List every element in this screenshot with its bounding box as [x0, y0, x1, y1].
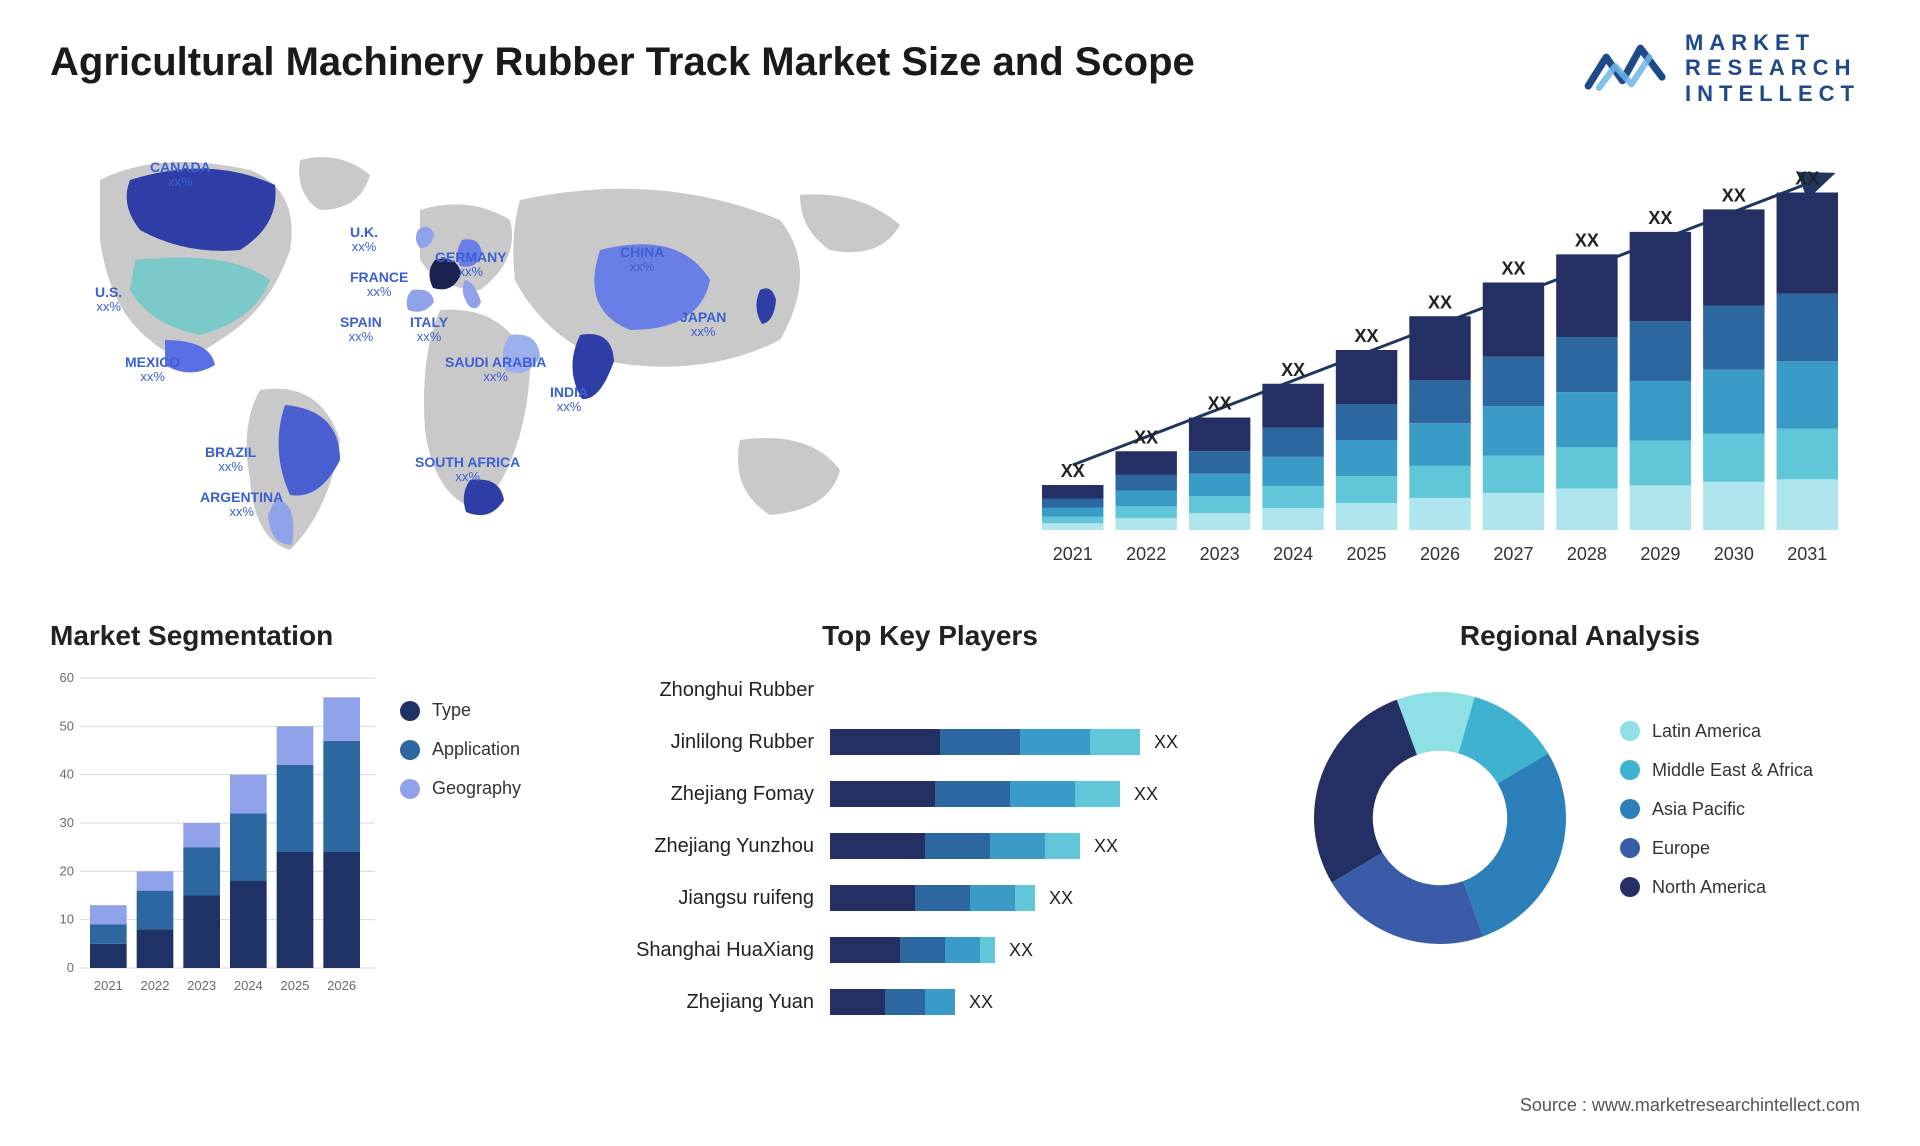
svg-text:XX: XX [1061, 461, 1085, 481]
player-value: XX [1154, 732, 1178, 753]
map-label-south-africa: SOUTH AFRICAxx% [415, 455, 520, 483]
players-title: Top Key Players [620, 620, 1240, 652]
regional-panel: Regional Analysis Latin America Middle Ea… [1290, 620, 1870, 968]
svg-text:2023: 2023 [1200, 544, 1240, 564]
svg-text:2024: 2024 [234, 978, 263, 993]
player-row: Zhonghui Rubber [620, 668, 1240, 712]
regional-legend-item: Middle East & Africa [1620, 760, 1813, 781]
player-value: XX [1049, 888, 1073, 909]
map-label-brazil: BRAZILxx% [205, 445, 256, 473]
player-name: Zhejiang Yuan [620, 991, 830, 1014]
map-label-canada: CANADAxx% [150, 160, 211, 188]
world-map-panel: CANADAxx% U.S.xx% MEXICOxx% BRAZILxx% ARGENT… [40, 140, 940, 570]
player-row: Zhejiang Yuan XX [620, 980, 1240, 1024]
player-row: Zhejiang Fomay XX [620, 772, 1240, 816]
svg-text:2021: 2021 [1053, 544, 1093, 564]
player-row: Shanghai HuaXiang XX [620, 928, 1240, 972]
main-forecast-chart: XX 2021 XX 2022 XX 2023 XX 2024 XX 2025 XX 2026 XX 20… [1030, 140, 1850, 570]
player-name: Zhejiang Yunzhou [620, 835, 830, 858]
svg-text:2025: 2025 [281, 978, 310, 993]
player-value: XX [1134, 784, 1158, 805]
svg-text:2027: 2027 [1493, 544, 1533, 564]
map-label-u-k-: U.K.xx% [350, 225, 378, 253]
brand-logo: MARKET RESEARCH INTELLECT [1581, 30, 1860, 106]
player-name: Jinlilong Rubber [620, 731, 830, 754]
svg-text:50: 50 [60, 718, 74, 733]
logo-line3: INTELLECT [1685, 81, 1860, 106]
player-value: XX [969, 992, 993, 1013]
svg-text:2025: 2025 [1347, 544, 1387, 564]
svg-text:XX: XX [1648, 208, 1672, 228]
player-name: Zhejiang Fomay [620, 783, 830, 806]
svg-text:2028: 2028 [1567, 544, 1607, 564]
map-label-germany: GERMANYxx% [435, 250, 507, 278]
map-label-china: CHINAxx% [620, 245, 664, 273]
svg-text:2022: 2022 [141, 978, 170, 993]
source-attribution: Source : www.marketresearchintellect.com [1520, 1095, 1860, 1116]
svg-text:2026: 2026 [1420, 544, 1460, 564]
segmentation-title: Market Segmentation [50, 620, 590, 652]
svg-text:2031: 2031 [1787, 544, 1827, 564]
map-label-france: FRANCExx% [350, 270, 408, 298]
page-title: Agricultural Machinery Rubber Track Mark… [50, 40, 1195, 85]
svg-text:40: 40 [60, 767, 74, 782]
player-name: Jiangsu ruifeng [620, 887, 830, 910]
svg-text:2026: 2026 [327, 978, 356, 993]
svg-text:10: 10 [60, 912, 74, 927]
logo-mark-icon [1581, 38, 1671, 98]
map-label-saudi-arabia: SAUDI ARABIAxx% [445, 355, 546, 383]
regional-legend-item: Europe [1620, 838, 1813, 859]
seg-legend-type: Type [400, 700, 521, 721]
player-row: Jiangsu ruifeng XX [620, 876, 1240, 920]
svg-text:2022: 2022 [1126, 544, 1166, 564]
map-label-mexico: MEXICOxx% [125, 355, 180, 383]
player-row: Jinlilong Rubber XX [620, 720, 1240, 764]
svg-text:XX: XX [1575, 230, 1599, 250]
map-label-italy: ITALYxx% [410, 315, 448, 343]
svg-text:XX: XX [1501, 259, 1525, 279]
svg-text:XX: XX [1428, 292, 1452, 312]
svg-text:2024: 2024 [1273, 544, 1313, 564]
map-label-u-s-: U.S.xx% [95, 285, 122, 313]
svg-text:XX: XX [1722, 185, 1746, 205]
segmentation-panel: Market Segmentation 0 10 20 30 40 50 60 2021 202… [50, 620, 590, 1003]
regional-legend-item: Asia Pacific [1620, 799, 1813, 820]
map-label-spain: SPAINxx% [340, 315, 382, 343]
player-name: Shanghai HuaXiang [620, 939, 830, 962]
logo-line2: RESEARCH [1685, 55, 1860, 80]
svg-text:2023: 2023 [187, 978, 216, 993]
map-label-japan: JAPANxx% [680, 310, 726, 338]
svg-text:0: 0 [67, 960, 74, 975]
player-row: Zhejiang Yunzhou XX [620, 824, 1240, 868]
svg-text:XX: XX [1134, 427, 1158, 447]
svg-text:XX: XX [1281, 360, 1305, 380]
svg-text:XX: XX [1795, 169, 1819, 189]
player-value: XX [1094, 836, 1118, 857]
map-label-india: INDIAxx% [550, 385, 588, 413]
svg-text:30: 30 [60, 815, 74, 830]
svg-text:2030: 2030 [1714, 544, 1754, 564]
player-name: Zhonghui Rubber [620, 679, 830, 702]
regional-legend-item: Latin America [1620, 721, 1813, 742]
svg-text:XX: XX [1208, 394, 1232, 414]
regional-title: Regional Analysis [1290, 620, 1870, 652]
svg-text:2021: 2021 [94, 978, 123, 993]
logo-line1: MARKET [1685, 30, 1860, 55]
map-label-argentina: ARGENTINAxx% [200, 490, 283, 518]
svg-text:60: 60 [60, 670, 74, 685]
svg-text:XX: XX [1355, 326, 1379, 346]
svg-text:2029: 2029 [1640, 544, 1680, 564]
seg-legend-geography: Geography [400, 778, 521, 799]
players-panel: Top Key Players Zhonghui Rubber Jinlilong… [620, 620, 1240, 1032]
svg-text:20: 20 [60, 863, 74, 878]
player-value: XX [1009, 940, 1033, 961]
regional-donut [1290, 668, 1590, 968]
seg-legend-application: Application [400, 739, 521, 760]
regional-legend-item: North America [1620, 877, 1813, 898]
